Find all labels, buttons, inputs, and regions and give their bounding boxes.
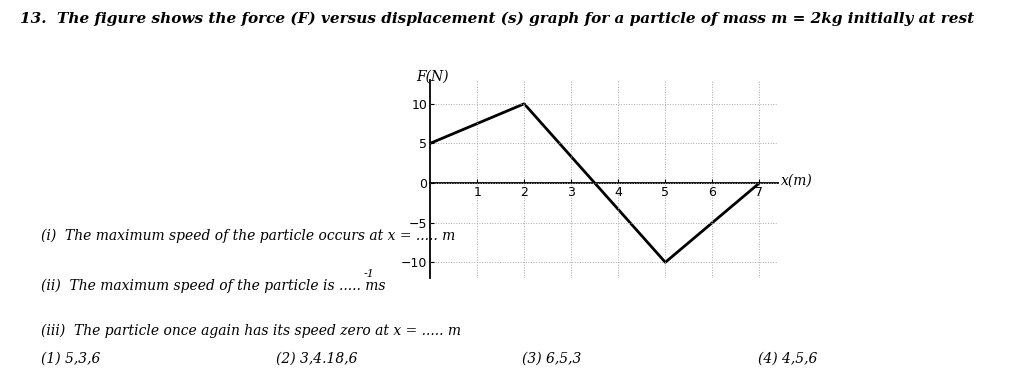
Text: (4) 4,5,6: (4) 4,5,6 [758, 352, 817, 366]
Text: (i)  The maximum speed of the particle occurs at x = ..... m: (i) The maximum speed of the particle oc… [41, 229, 456, 243]
Text: 13.  The figure shows the force (F) versus displacement (s) graph for a particle: 13. The figure shows the force (F) versu… [20, 11, 975, 26]
Text: (ii)  The maximum speed of the particle is ..... ms: (ii) The maximum speed of the particle i… [41, 278, 385, 293]
Text: (3) 6,5,3: (3) 6,5,3 [522, 352, 582, 366]
Text: (2) 3,4.18,6: (2) 3,4.18,6 [276, 352, 358, 366]
Text: (iii)  The particle once again has its speed zero at x = ..... m: (iii) The particle once again has its sp… [41, 324, 461, 338]
Text: -1: -1 [364, 269, 375, 279]
Text: x(m): x(m) [780, 174, 812, 188]
Text: F(N): F(N) [416, 70, 449, 84]
Text: (1) 5,3,6: (1) 5,3,6 [41, 352, 100, 366]
